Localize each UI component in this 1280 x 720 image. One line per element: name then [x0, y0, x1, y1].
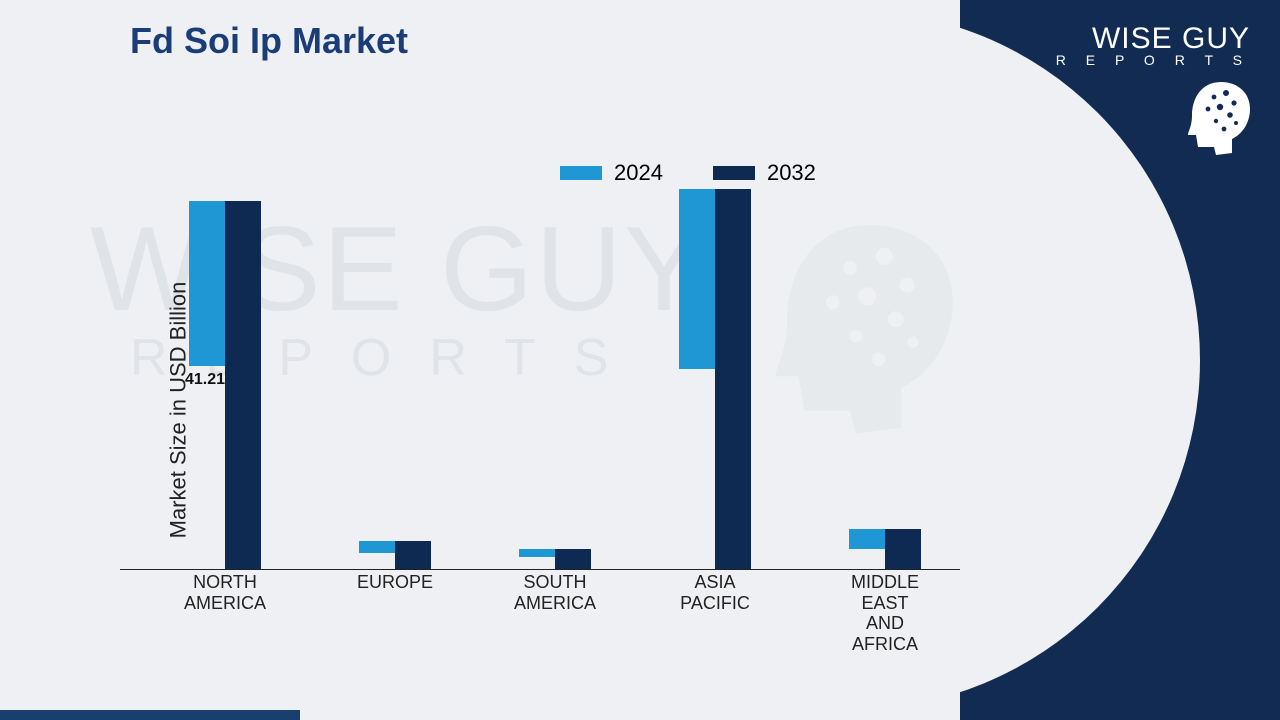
- bottom-bar: [0, 710, 300, 720]
- brand-sub: R E P O R T S: [1056, 52, 1250, 68]
- bar-group: [640, 189, 790, 569]
- bar: [679, 189, 715, 369]
- brand-head-icon: [1186, 77, 1256, 157]
- legend-swatch-2024: [560, 166, 602, 180]
- bar: [715, 189, 751, 569]
- x-label: MIDDLEEASTANDAFRICA: [810, 572, 960, 655]
- bar: [555, 549, 591, 569]
- bar: [225, 201, 261, 569]
- legend: 2024 2032: [560, 160, 816, 186]
- bar-group: [150, 201, 300, 569]
- plot-area: 41.21: [120, 170, 960, 570]
- bar-group: [810, 529, 960, 569]
- legend-swatch-2032: [713, 166, 755, 180]
- legend-item-2024: 2024: [560, 160, 663, 186]
- chart: Market Size in USD Billion 41.21 NORTHAM…: [80, 150, 980, 670]
- bar: [519, 549, 555, 557]
- legend-label-2032: 2032: [767, 160, 816, 186]
- bar: [189, 201, 225, 366]
- bar: [359, 541, 395, 553]
- chart-title: Fd Soi Ip Market: [130, 20, 408, 62]
- bar-group: [480, 549, 630, 569]
- x-label: SOUTHAMERICA: [480, 572, 630, 613]
- x-label: ASIAPACIFIC: [640, 572, 790, 613]
- bar: [395, 541, 431, 569]
- x-label: EUROPE: [320, 572, 470, 593]
- legend-item-2032: 2032: [713, 160, 816, 186]
- bar: [885, 529, 921, 569]
- bar-group: [320, 541, 470, 569]
- brand-logo: WISE GUY R E P O R T S: [1056, 22, 1250, 68]
- x-label: NORTHAMERICA: [150, 572, 300, 613]
- bar: [849, 529, 885, 549]
- brand-top: WISE GUY: [1056, 22, 1250, 56]
- legend-label-2024: 2024: [614, 160, 663, 186]
